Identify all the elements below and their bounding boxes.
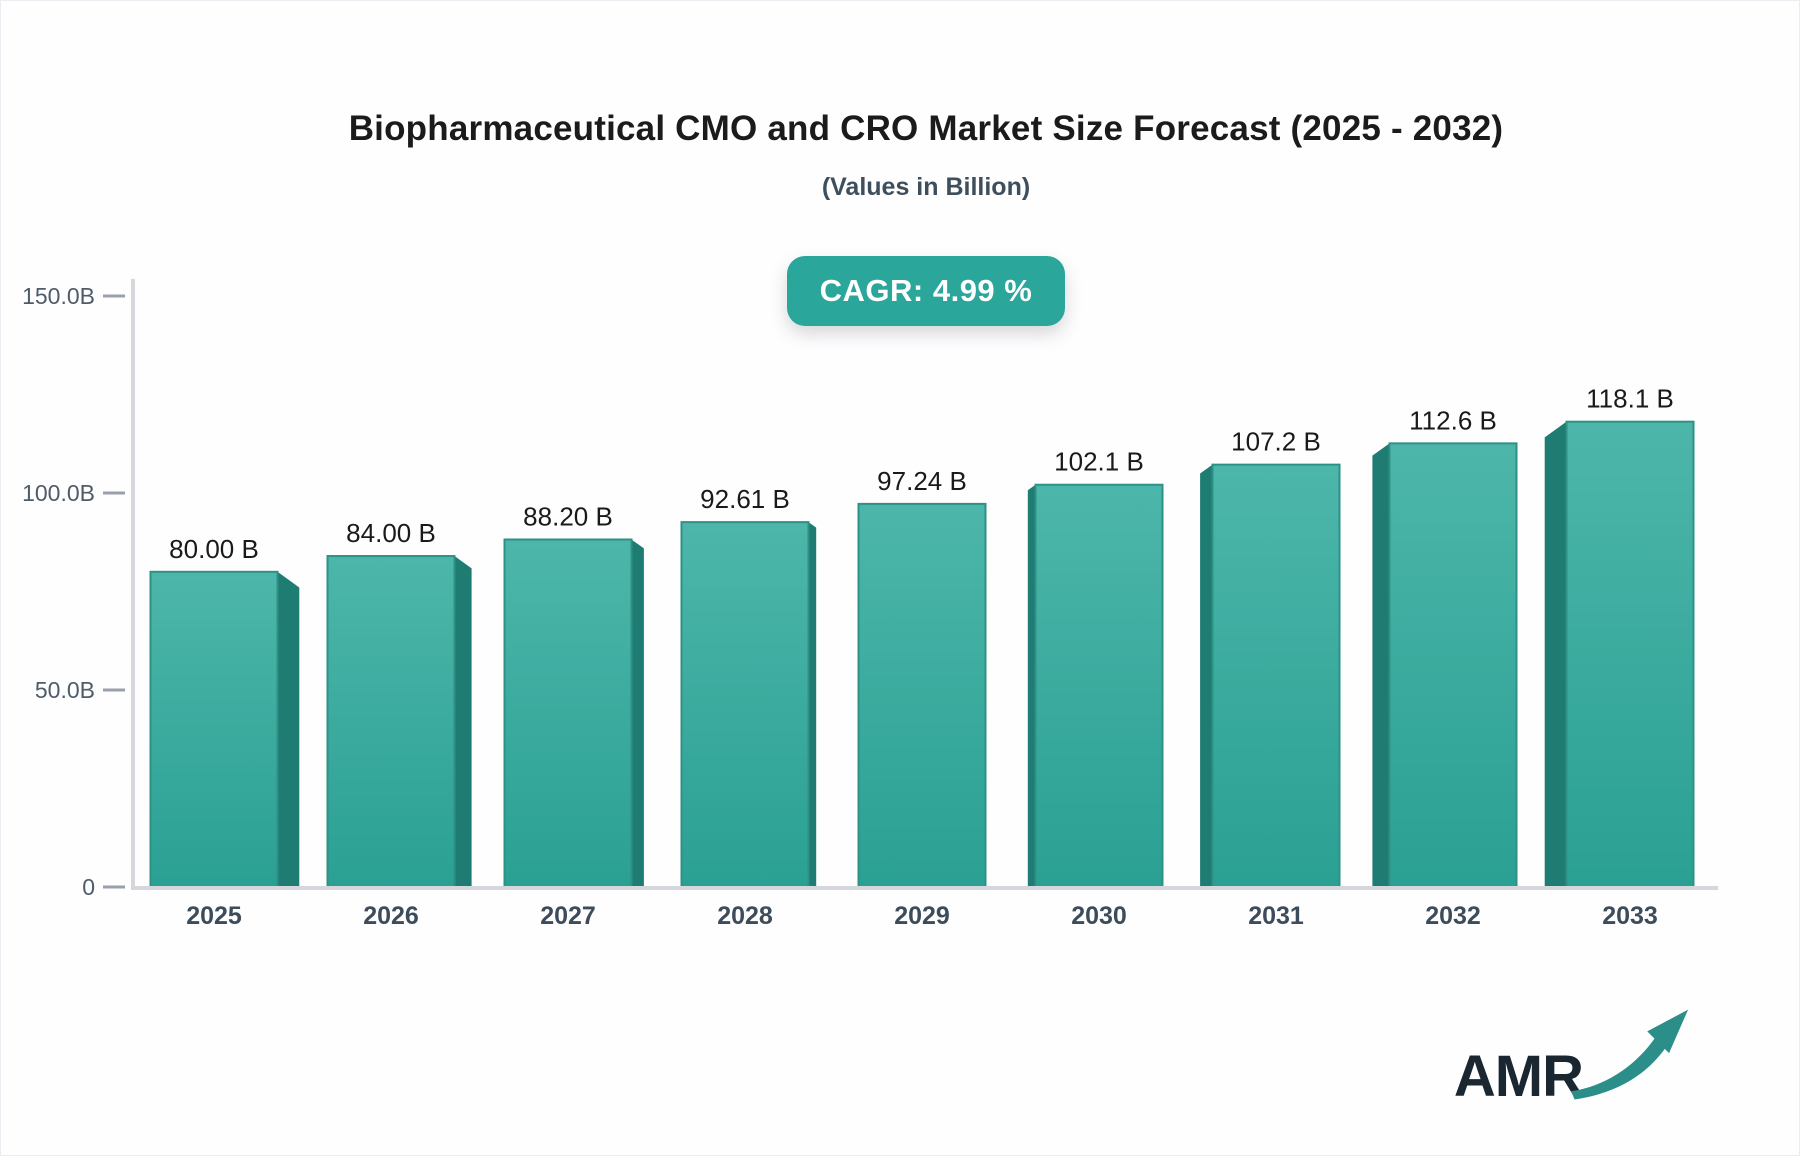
- chart-subtitle: (Values in Billion): [821, 173, 1031, 201]
- bar: [503, 538, 633, 888]
- x-tick-label: 2027: [540, 902, 596, 930]
- bar: [149, 570, 279, 888]
- amr-logo-text: AMR: [1453, 1043, 1584, 1109]
- bar-side-face: [277, 571, 300, 887]
- growth-arrow-swoosh: [1571, 1033, 1669, 1100]
- bar-value-label: 80.00 B: [169, 534, 259, 564]
- bar-value-label: 112.6 B: [1409, 405, 1497, 435]
- growth-arrow-head: [1647, 1009, 1689, 1054]
- chart-title: Biopharmaceutical CMO and CRO Market Siz…: [348, 109, 1504, 148]
- x-tick-label: 2030: [1071, 902, 1127, 930]
- cagr-badge-label: CAGR: 4.99 %: [819, 273, 1033, 308]
- x-tick-label: 2028: [717, 902, 773, 930]
- y-tick-label: 150.0B: [22, 283, 95, 309]
- growth-arrow-icon: [1571, 1009, 1689, 1100]
- bar-side-face: [1372, 443, 1390, 887]
- bar: [1565, 420, 1695, 888]
- bar: [1211, 463, 1341, 888]
- amr-logo: AMR: [1453, 1009, 1689, 1109]
- bar: [326, 555, 456, 888]
- bar-side-face: [1200, 464, 1213, 887]
- x-tick-label: 2029: [894, 902, 950, 930]
- cagr-badge: CAGR: 4.99 %: [787, 256, 1065, 326]
- bar-side-face: [1027, 484, 1036, 887]
- x-tick-label: 2032: [1425, 902, 1481, 930]
- y-tick-label: 0: [82, 874, 95, 900]
- x-tick-label: 2031: [1248, 902, 1304, 930]
- bar-value-label: 118.1 B: [1586, 384, 1674, 414]
- bar: [1034, 483, 1164, 888]
- x-tick-label: 2026: [363, 902, 419, 930]
- y-tick-label: 50.0B: [35, 677, 95, 703]
- bar-side-face: [454, 556, 472, 887]
- bar-value-label: 107.2 B: [1231, 427, 1321, 457]
- bar-side-face: [808, 522, 817, 887]
- bar-value-label: 92.61 B: [700, 484, 790, 514]
- bar-value-label: 88.20 B: [523, 501, 613, 531]
- y-tick-label: 100.0B: [22, 480, 95, 506]
- x-tick-label: 2025: [186, 902, 242, 930]
- bar-value-label: 97.24 B: [877, 466, 967, 496]
- x-tick-label: 2033: [1602, 902, 1658, 930]
- bar: [1388, 442, 1518, 888]
- bar-side-face: [631, 539, 644, 887]
- bar: [857, 502, 987, 888]
- bar-value-label: 84.00 B: [346, 518, 436, 548]
- bar: [680, 521, 810, 888]
- bar-side-face: [1544, 421, 1567, 887]
- bar-value-label: 102.1 B: [1054, 447, 1144, 477]
